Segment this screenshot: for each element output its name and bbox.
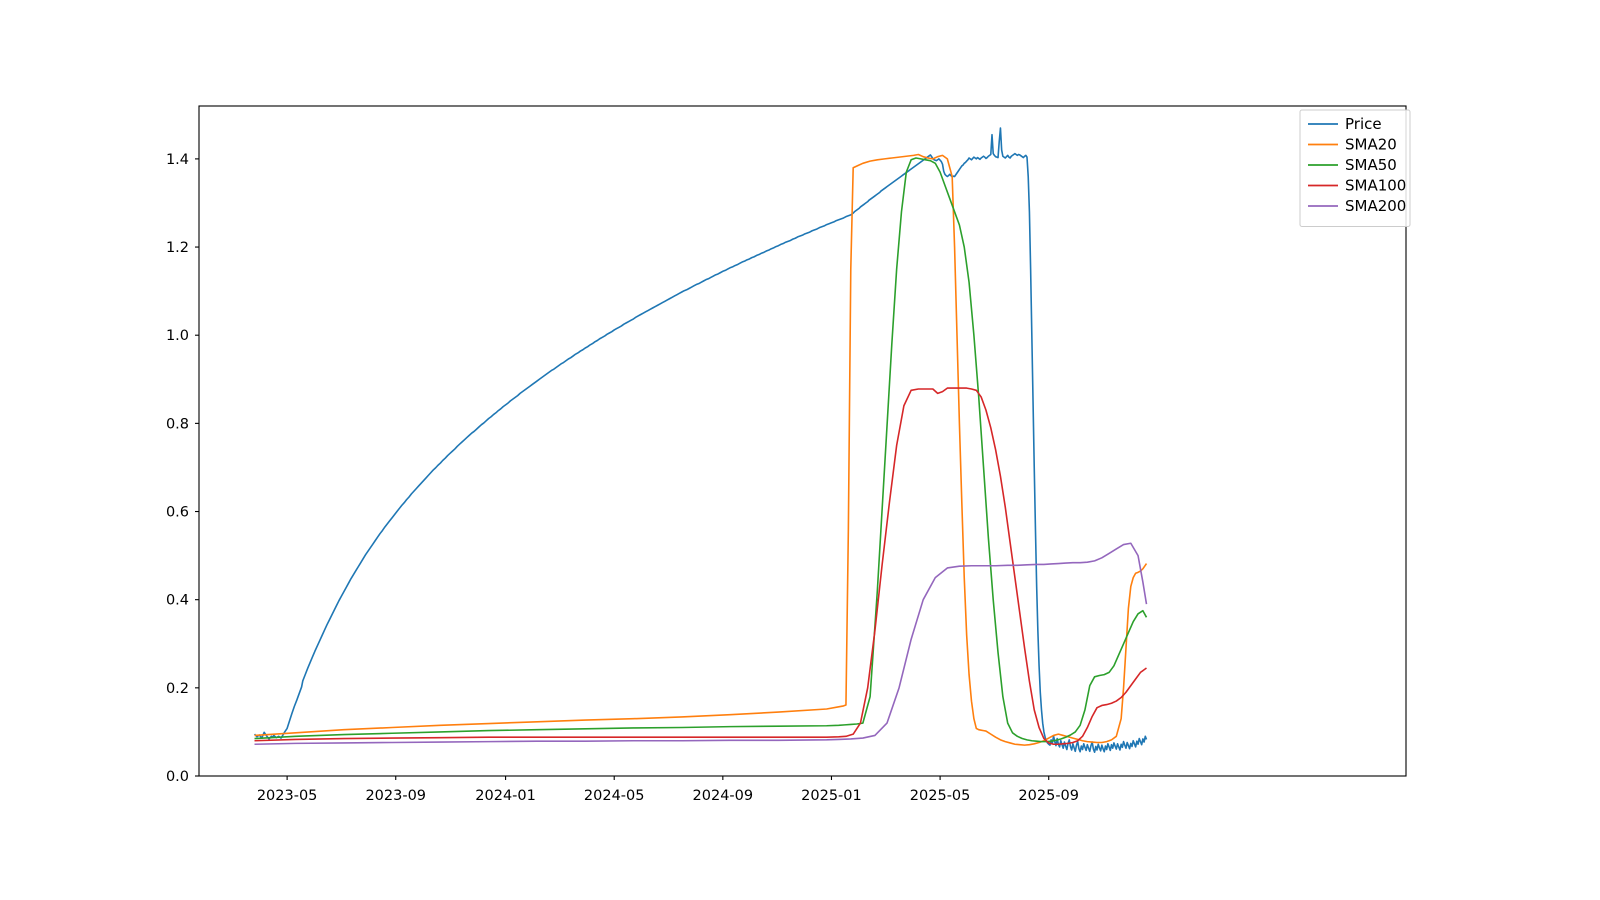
axes-group: 0.0 0.2 0.4 0.6 0.8 1.0 1.2 1.4 2023-05 2023-09 20… (166, 105, 1407, 804)
series-line-sma200 (254, 542, 1148, 746)
legend-label-price: Price (1345, 115, 1382, 133)
x-tick-label: 2023-09 (365, 788, 426, 804)
x-tick-label: 2025-09 (1018, 788, 1079, 804)
y-tick-label: 0.2 (166, 681, 189, 697)
y-tick-label: 0.0 (166, 769, 189, 785)
y-tick-label: 1.0 (166, 328, 189, 344)
y-tick-label: 0.6 (166, 505, 189, 521)
x-tick-label: 2025-01 (801, 788, 862, 804)
legend-label-sma200: SMA200 (1345, 197, 1406, 215)
x-tick-label: 2025-05 (910, 788, 971, 804)
legend-label-sma100: SMA100 (1345, 177, 1406, 195)
plot-frame (198, 105, 1407, 777)
legend-label-sma50: SMA50 (1345, 156, 1397, 174)
y-tick-label: 0.8 (166, 416, 189, 432)
y-tick-label: 0.4 (166, 593, 189, 609)
legend-background (1299, 109, 1411, 227)
legend-label-sma20: SMA20 (1345, 136, 1397, 154)
x-tick-label: 2024-01 (475, 788, 536, 804)
y-tick-label: 1.2 (166, 240, 189, 256)
chart-legend: Price SMA20 SMA50 SMA100 SMA200 (1299, 109, 1411, 227)
x-tick-label: 2023-05 (257, 788, 318, 804)
series-line-sma50 (254, 157, 1148, 743)
x-tick-label: 2024-09 (693, 788, 754, 804)
x-tick-label: 2024-05 (584, 788, 645, 804)
y-tick-label: 1.4 (166, 152, 189, 168)
series-line-sma20 (254, 153, 1148, 746)
series-group (253, 127, 1148, 753)
series-line-sma100 (254, 387, 1147, 746)
